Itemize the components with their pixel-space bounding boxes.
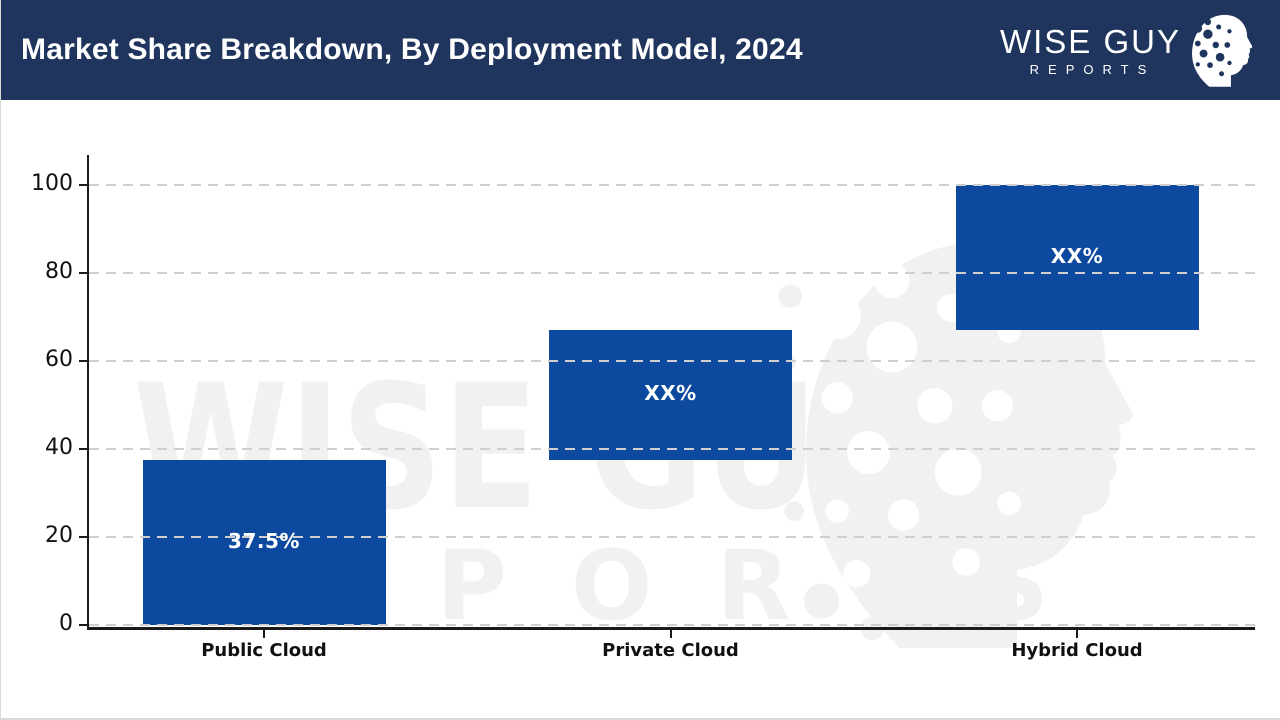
- head-profile-icon: [1192, 14, 1253, 87]
- y-tick-100: [79, 184, 87, 186]
- y-tick-label: 100: [31, 171, 73, 196]
- gridline-60: [89, 360, 1255, 362]
- y-axis-line: [87, 155, 89, 630]
- y-tick-label: 0: [59, 611, 73, 636]
- y-tick-label: 40: [45, 435, 73, 460]
- x-tick-label: Hybrid Cloud: [1011, 640, 1143, 661]
- x-axis-line: [87, 627, 1255, 630]
- bar-value-label: XX%: [644, 381, 697, 406]
- gridline-100: [89, 184, 1255, 186]
- gridline-0: [89, 624, 1255, 626]
- y-tick-label: 60: [45, 347, 73, 372]
- y-tick-label: 80: [45, 259, 73, 284]
- x-tick-0: [263, 630, 265, 638]
- gridline-20: [89, 536, 1255, 538]
- x-tick-label: Public Cloud: [201, 640, 327, 661]
- gridline-80: [89, 272, 1255, 274]
- y-tick-40: [79, 448, 87, 450]
- bar-private-cloud: [549, 330, 792, 460]
- watermark-head-icon: [769, 242, 1133, 648]
- header-bar: Market Share Breakdown, By Deployment Mo…: [1, 0, 1280, 100]
- chart-area: WISE GUY REPORTS 0 20 40 60 80 100 37.5% XX% XX%…: [1, 100, 1280, 718]
- bar-value-label: XX%: [1050, 243, 1104, 268]
- bar-public-cloud: [142, 460, 386, 625]
- x-tick-1: [669, 630, 672, 638]
- bar-hybrid-cloud: [955, 185, 1199, 331]
- x-tick-label: Private Cloud: [602, 640, 739, 661]
- y-tick-20: [79, 536, 87, 538]
- x-tick-2: [1076, 630, 1078, 638]
- logo-subtitle: REPORTS: [1029, 61, 1156, 77]
- y-tick-80: [79, 272, 87, 274]
- y-tick-60: [79, 360, 87, 362]
- gridline-40: [89, 448, 1255, 450]
- y-tick-label: 20: [45, 523, 73, 548]
- logo-wordmark: WISE GUY: [999, 22, 1181, 60]
- plot-area: 0 20 40 60 80 100 37.5% XX% XX% Public Cloud Priva…: [1, 100, 1280, 718]
- wise-guy-logo: WISE GUY REPORTS: [1000, 8, 1259, 92]
- bar-value-label: 37.5%: [228, 528, 300, 553]
- logo-text: WISE GUY REPORTS: [1000, 25, 1181, 76]
- page-title: Market Share Breakdown, By Deployment Mo…: [21, 33, 803, 66]
- y-tick-0: [79, 624, 87, 626]
